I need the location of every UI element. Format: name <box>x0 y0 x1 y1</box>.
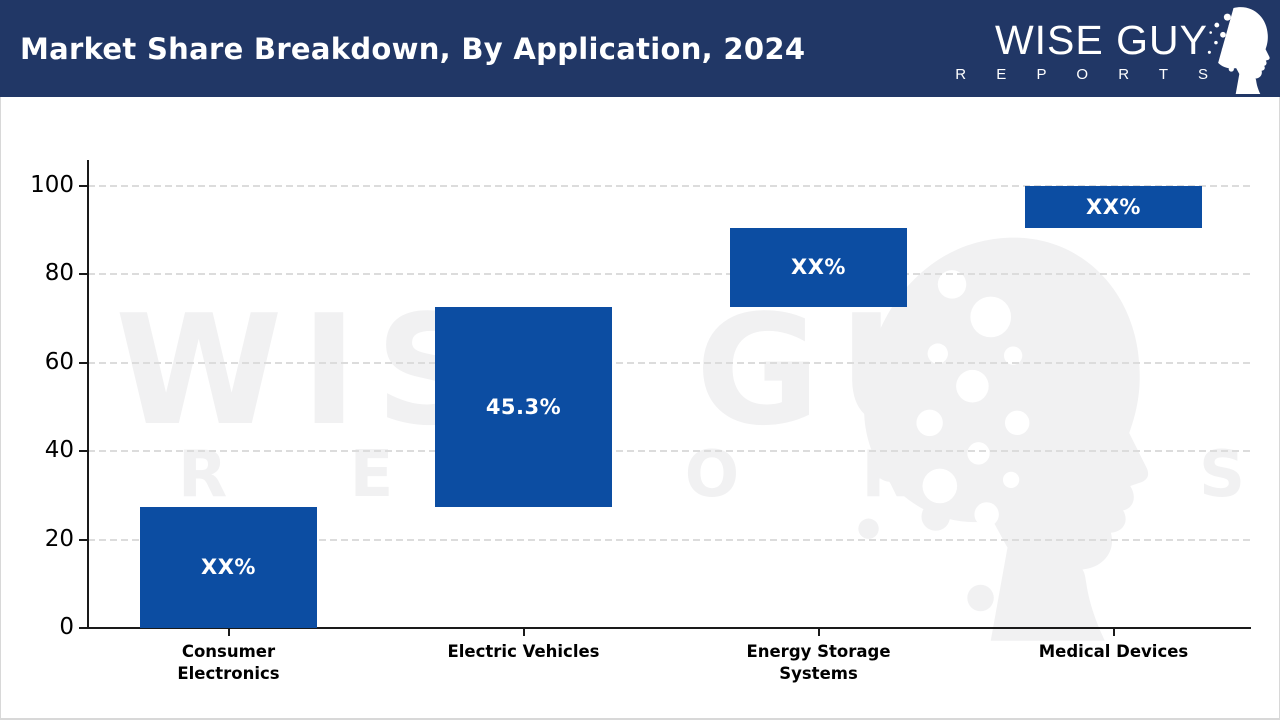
category-label: Electric Vehicles <box>447 642 600 661</box>
bar-segment: 45.3% <box>435 306 612 507</box>
brand-wordmark-main: WISE GUY <box>994 17 1208 63</box>
x-axis-tick <box>227 629 230 636</box>
y-axis-tick <box>79 538 87 541</box>
y-axis-tick <box>79 185 87 187</box>
gridline-40 <box>88 450 1251 453</box>
y-axis-tick-label: 20 <box>44 525 74 552</box>
y-axis-tick <box>79 361 87 364</box>
x-axis-spine <box>87 627 1251 629</box>
y-axis-tick-label: 60 <box>44 348 74 375</box>
gridline-60 <box>88 361 1251 364</box>
bar-value-label: 45.3% <box>485 394 562 419</box>
x-axis-tick <box>522 629 525 636</box>
y-axis-tick <box>79 450 87 453</box>
gridline-100 <box>88 185 1251 187</box>
x-axis-tick <box>1112 629 1115 636</box>
brand-head-icon <box>1207 7 1270 94</box>
bar-value-label: XX% <box>1086 194 1141 219</box>
gridline-80 <box>88 273 1251 276</box>
category-label: Medical Devices <box>1038 642 1189 661</box>
bar-segment: XX% <box>140 506 317 628</box>
y-axis-tick-label: 0 <box>59 614 74 640</box>
bar-segment: XX% <box>1025 186 1202 228</box>
gridline-20 <box>88 538 1251 541</box>
bar-segment: XX% <box>730 227 907 307</box>
y-axis-spine <box>87 160 89 629</box>
brand-logo: WISE GUY R E P O R T S <box>955 0 1280 97</box>
bar-value-label: XX% <box>201 555 256 580</box>
watermark-head-icon <box>858 237 1149 641</box>
category-label: Energy Storage Systems <box>746 642 891 683</box>
header-bar: Market Share Breakdown, By Application, … <box>0 0 1280 97</box>
y-axis-tick-label: 40 <box>44 437 74 464</box>
x-axis-tick <box>817 629 820 636</box>
y-axis-tick <box>79 273 87 276</box>
category-label: Consumer Electronics <box>177 642 280 683</box>
y-axis-tick <box>79 627 87 629</box>
y-axis-tick-label: 80 <box>44 260 74 287</box>
y-axis-tick-label: 100 <box>30 172 74 198</box>
bar-value-label: XX% <box>791 255 846 280</box>
brand-wordmark: WISE GUY R E P O R T S <box>955 17 1208 84</box>
page-title: Market Share Breakdown, By Application, … <box>20 31 806 66</box>
brand-wordmark-sub: R E P O R T S <box>955 66 1221 83</box>
